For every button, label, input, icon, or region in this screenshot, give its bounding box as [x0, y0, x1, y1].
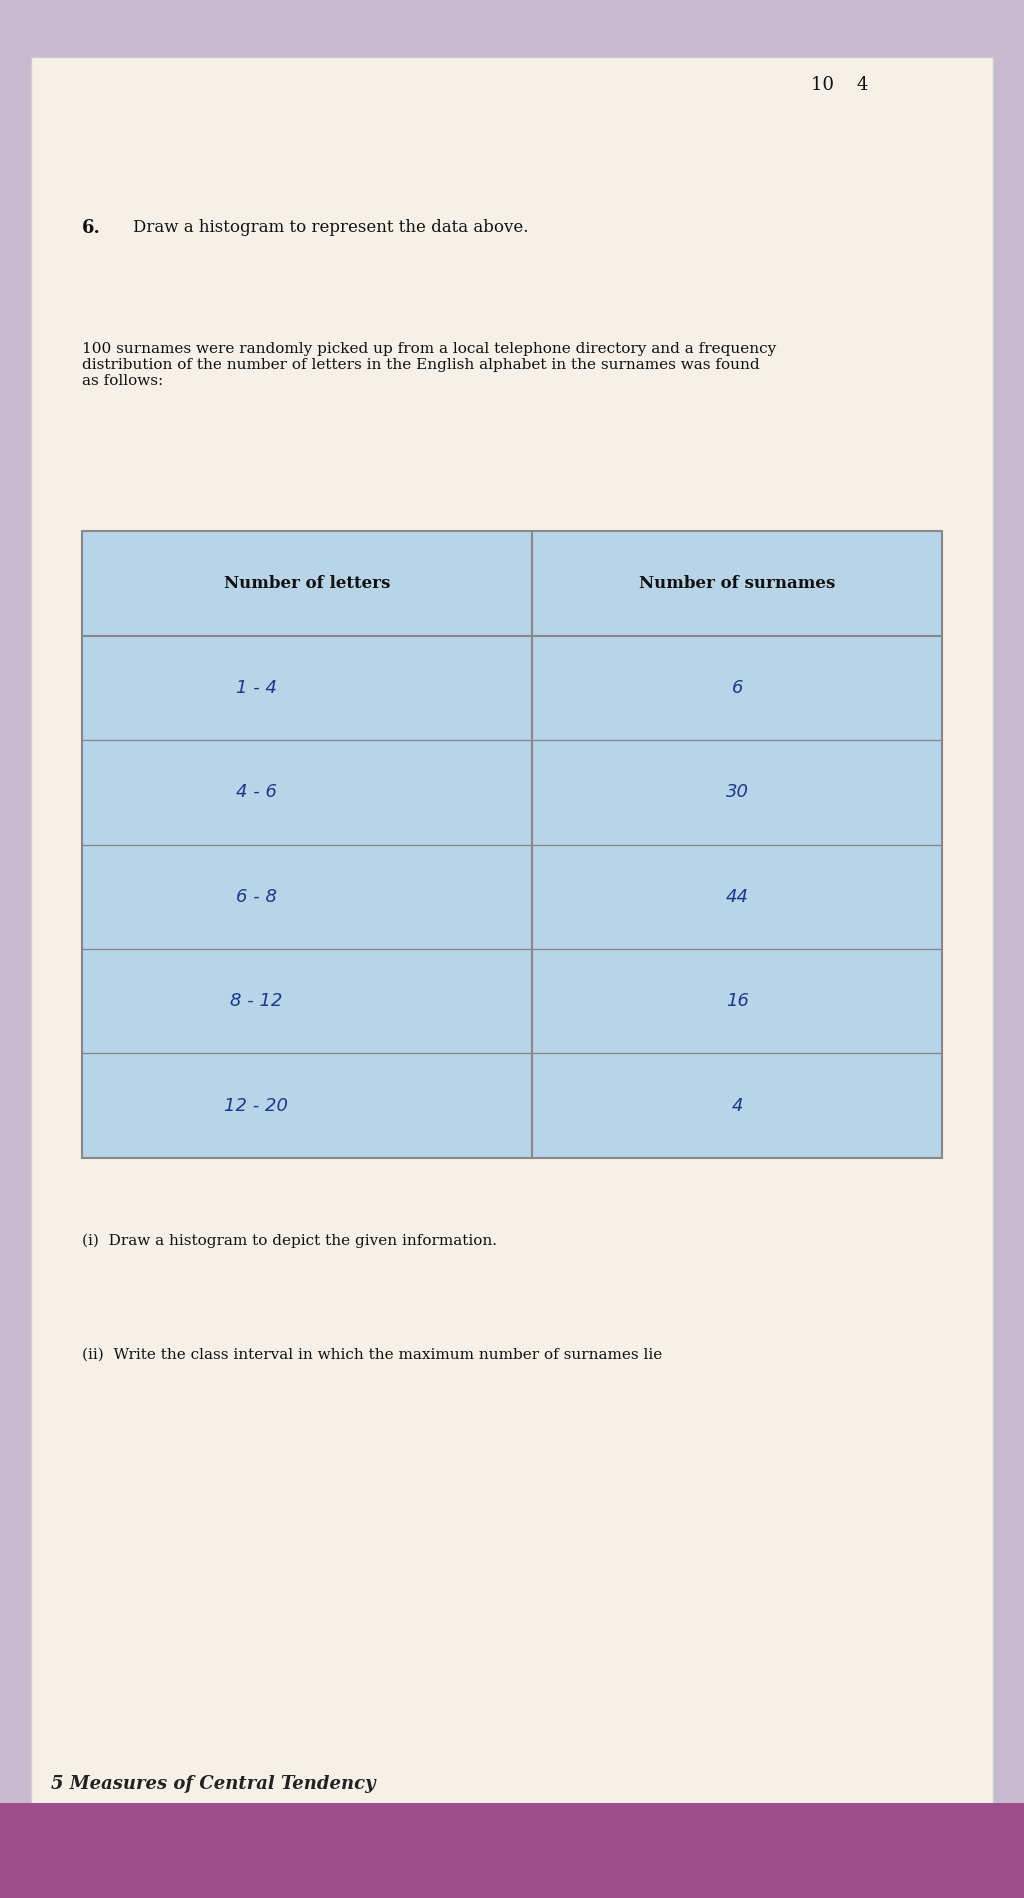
Text: Number of letters: Number of letters — [224, 575, 390, 592]
Text: Draw a histogram to represent the data above.: Draw a histogram to represent the data a… — [133, 220, 528, 235]
Text: 30: 30 — [726, 784, 749, 801]
Text: 10    4: 10 4 — [811, 76, 868, 95]
Text: 4 - 6: 4 - 6 — [236, 784, 276, 801]
FancyBboxPatch shape — [0, 1803, 1024, 1898]
Text: 16: 16 — [726, 993, 749, 1010]
Text: 6.: 6. — [82, 218, 100, 237]
Text: 100 surnames were randomly picked up from a local telephone directory and a freq: 100 surnames were randomly picked up fro… — [82, 342, 776, 387]
FancyBboxPatch shape — [31, 57, 993, 1860]
Text: (i)  Draw a histogram to depict the given information.: (i) Draw a histogram to depict the given… — [82, 1234, 497, 1249]
Text: 6 - 8: 6 - 8 — [236, 888, 276, 905]
Text: 4: 4 — [731, 1097, 743, 1114]
FancyBboxPatch shape — [82, 531, 942, 1158]
Text: 6: 6 — [731, 679, 743, 697]
Text: 8 - 12: 8 - 12 — [229, 993, 283, 1010]
Text: 12 - 20: 12 - 20 — [224, 1097, 288, 1114]
Text: 44: 44 — [726, 888, 749, 905]
Text: 1 - 4: 1 - 4 — [236, 679, 276, 697]
Text: 5 Measures of Central Tendency: 5 Measures of Central Tendency — [51, 1775, 376, 1794]
Text: (ii)  Write the class interval in which the maximum number of surnames lie: (ii) Write the class interval in which t… — [82, 1348, 663, 1361]
Text: Number of surnames: Number of surnames — [639, 575, 836, 592]
